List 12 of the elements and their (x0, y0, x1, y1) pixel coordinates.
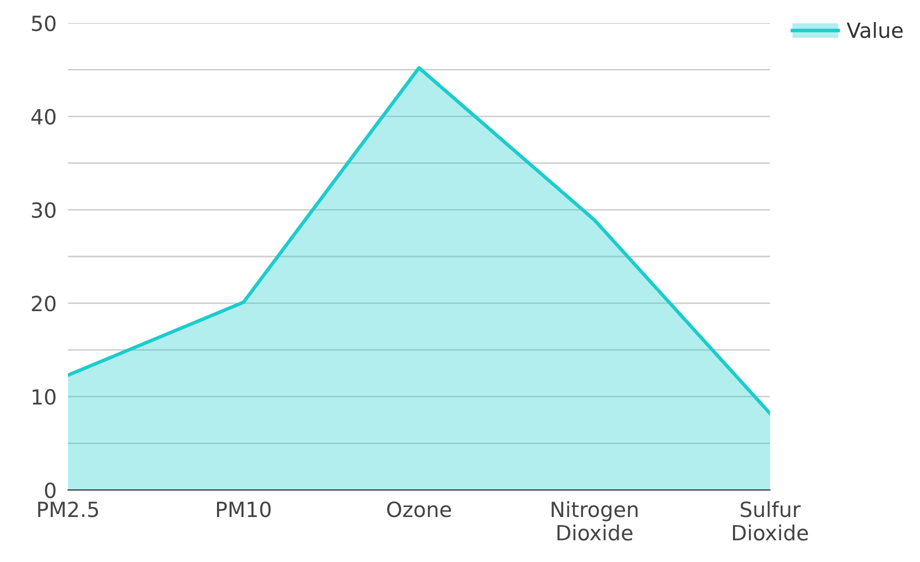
x-tick-label: Ozone (387, 501, 451, 518)
y-tick-label: 20 (32, 296, 56, 312)
x-tick-label: PM2.5 (38, 501, 98, 518)
x-tick-label: Nitrogen Dioxide (552, 501, 638, 541)
legend-label: Value (846, 22, 903, 38)
y-tick-label: 30 (32, 202, 56, 218)
x-tick-label: PM10 (217, 501, 271, 518)
x-tick-label: Sulfur Dioxide (733, 501, 808, 541)
y-tick-label: 50 (32, 15, 56, 32)
y-tick-label: 10 (32, 389, 56, 405)
y-tick-label: 40 (31, 108, 56, 125)
y-tick-label: 0 (45, 482, 56, 498)
